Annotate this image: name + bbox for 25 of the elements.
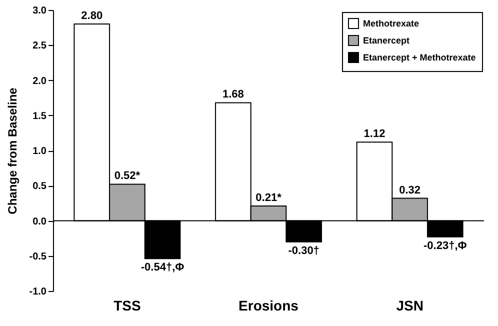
y-tick-label: 1.5 <box>32 110 47 122</box>
x-tick-label: JSN <box>396 298 424 314</box>
data-label: 1.68 <box>222 88 244 101</box>
data-label: 2.80 <box>81 10 103 22</box>
data-label: 0.32 <box>399 184 421 196</box>
y-tick-label: -0.5 <box>29 251 47 262</box>
data-label: 1.12 <box>364 128 386 140</box>
x-tick-label: Erosions <box>238 298 299 314</box>
legend-label: Etanercept <box>363 36 410 46</box>
x-tick-label: TSS <box>114 298 141 314</box>
y-tick-label: 0.0 <box>32 216 47 228</box>
y-tick-label: 2.0 <box>32 76 47 87</box>
data-label: 0.52* <box>114 170 141 182</box>
y-axis-title: Change from Baseline <box>5 87 20 214</box>
data-label: -0.30† <box>288 244 320 257</box>
data-label: -0.54†,Φ <box>140 262 184 274</box>
legend-label: Methotrexate <box>363 18 420 28</box>
y-tick-label: -1.0 <box>29 286 47 298</box>
data-label: 0.21* <box>256 192 282 204</box>
y-tick-label: 2.5 <box>32 40 47 52</box>
y-tick-label: 3.0 <box>32 6 47 16</box>
y-tick-label: 1.0 <box>32 146 47 157</box>
data-label: -0.23†,Φ <box>424 240 467 252</box>
y-tick-label: 0.5 <box>32 181 47 192</box>
legend-label: Etanercept + Methotrexate <box>363 52 476 62</box>
